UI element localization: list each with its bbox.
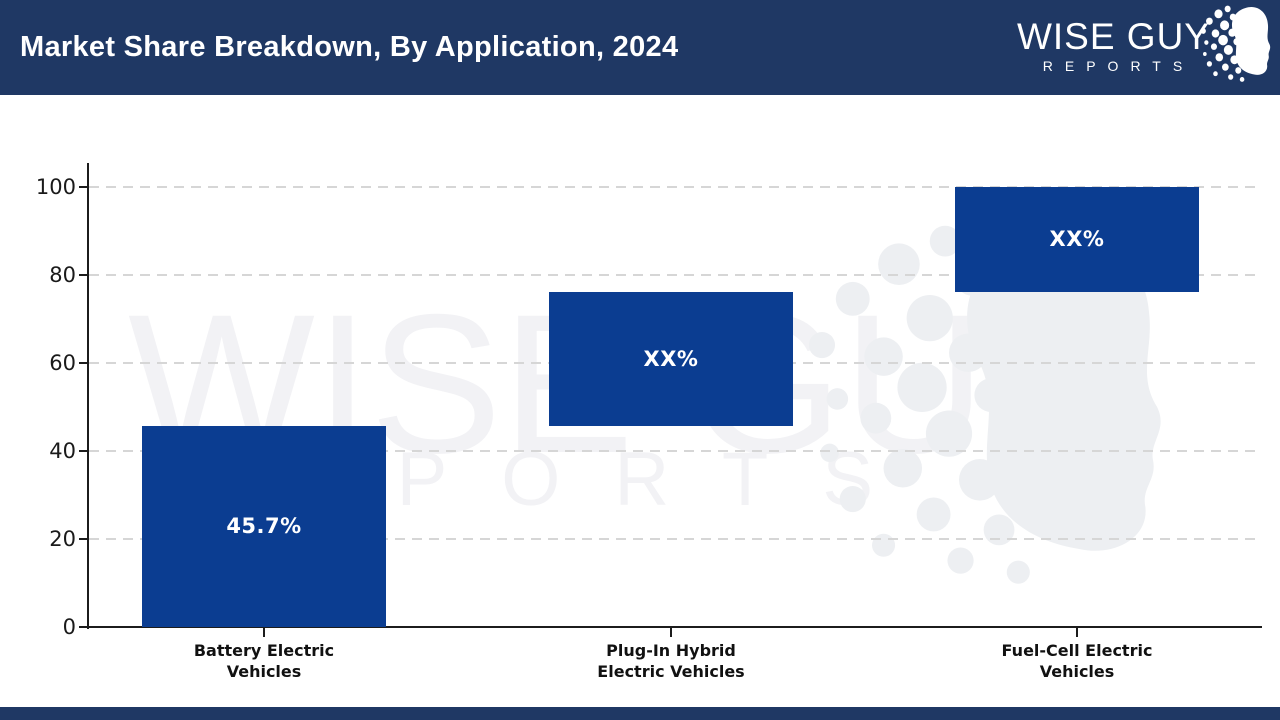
y-axis-tick (79, 626, 88, 628)
gridline (89, 186, 1262, 188)
wiseguy-logo: WISE GUY REPORTS (1017, 4, 1274, 86)
y-axis-tick-label: 80 (49, 263, 76, 287)
gridline (89, 450, 1262, 452)
bar-battery-electric-vehicles: 45.7% (142, 425, 386, 627)
header-banner: Market Share Breakdown, By Application, … (0, 0, 1280, 95)
y-axis-spine (87, 163, 89, 629)
x-axis-spine (87, 626, 1262, 628)
y-axis-tick (79, 450, 88, 452)
gridline (89, 274, 1262, 276)
y-axis-tick-label: 0 (62, 615, 76, 639)
y-axis-tick (79, 538, 88, 540)
x-axis-category-label: Battery Electric Vehicles (193, 641, 335, 681)
logo-subtitle: REPORTS (1042, 58, 1195, 74)
logo-face-icon (1200, 5, 1271, 82)
footer-bar (0, 707, 1280, 720)
page-title: Market Share Breakdown, By Application, … (20, 31, 679, 63)
gridline (89, 538, 1262, 540)
logo-wordmark: WISE GUY (1016, 16, 1210, 57)
bar-value-label: XX% (1049, 227, 1105, 252)
bar-value-label: 45.7% (226, 514, 302, 539)
y-axis-tick (79, 186, 88, 188)
y-axis-tick-label: 40 (49, 439, 76, 463)
x-axis-tick (263, 628, 265, 637)
bar-plug-in-hybrid-electric-vehicles: XX% (549, 291, 793, 426)
x-axis-tick (670, 628, 672, 637)
x-axis-tick (1076, 628, 1078, 637)
x-axis-category-label: Fuel-Cell Electric Vehicles (1001, 641, 1153, 681)
logo-text: WISE GUY REPORTS (1016, 16, 1210, 75)
x-axis-category-label: Plug-In Hybrid Electric Vehicles (597, 641, 745, 681)
y-axis-tick (79, 362, 88, 364)
y-axis-tick-label: 20 (49, 527, 76, 551)
chart-area: WISE GUY REPORTS 0 20 40 60 80 100 45.7% Batter… (0, 95, 1280, 707)
bar-fuel-cell-electric-vehicles: XX% (955, 187, 1199, 292)
y-axis-tick-label: 100 (35, 175, 76, 199)
bar-value-label: XX% (643, 346, 699, 371)
y-axis-tick-label: 60 (49, 351, 76, 375)
y-axis-tick (79, 274, 88, 276)
